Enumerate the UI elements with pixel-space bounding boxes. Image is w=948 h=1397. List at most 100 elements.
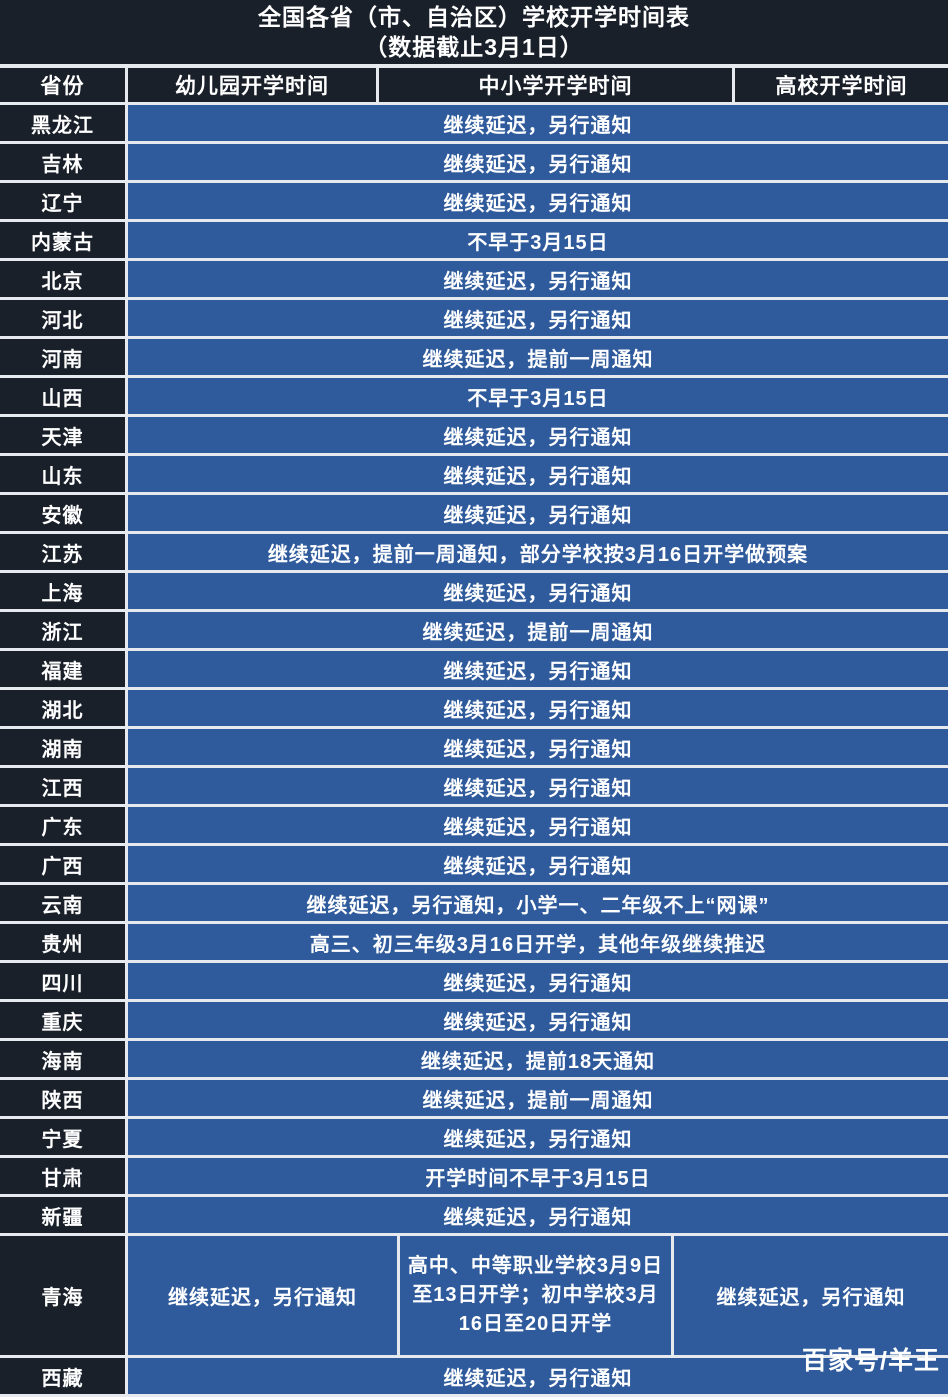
schedule-cell: 继续延迟，另行通知 xyxy=(128,651,948,687)
province-cell: 甘肃 xyxy=(0,1158,128,1194)
province-cell: 山西 xyxy=(0,378,128,414)
table-row: 安徽 继续延迟，另行通知 xyxy=(0,495,948,534)
table-row: 广西 继续延迟，另行通知 xyxy=(0,846,948,885)
province-cell: 广西 xyxy=(0,846,128,882)
province-cell: 西藏 xyxy=(0,1358,128,1394)
province-cell: 陕西 xyxy=(0,1080,128,1116)
schedule-cell: 继续延迟，另行通知 xyxy=(128,1119,948,1155)
province-cell: 云南 xyxy=(0,885,128,921)
table-row: 河北 继续延迟，另行通知 xyxy=(0,300,948,339)
table-row: 浙江 继续延迟，提前一周通知 xyxy=(0,612,948,651)
schedule-cell: 继续延迟，另行通知 xyxy=(128,846,948,882)
schedule-cell: 继续延迟，提前一周通知 xyxy=(128,1080,948,1116)
table-row: 江苏 继续延迟，提前一周通知，部分学校按3月16日开学做预案 xyxy=(0,534,948,573)
table-row: 北京 继续延迟，另行通知 xyxy=(0,261,948,300)
schedule-cell: 继续延迟，另行通知 xyxy=(128,963,948,999)
province-cell: 江苏 xyxy=(0,534,128,570)
province-cell: 浙江 xyxy=(0,612,128,648)
table-row: 重庆 继续延迟，另行通知 xyxy=(0,1002,948,1041)
header-kindergarten: 幼儿园开学时间 xyxy=(128,68,379,102)
table-row: 山东 继续延迟，另行通知 xyxy=(0,456,948,495)
table-row: 上海 继续延迟，另行通知 xyxy=(0,573,948,612)
province-cell: 上海 xyxy=(0,573,128,609)
province-cell: 河南 xyxy=(0,339,128,375)
schedule-cell: 继续延迟，另行通知 xyxy=(128,495,948,531)
schedule-cell: 不早于3月15日 xyxy=(128,378,948,414)
table-row: 新疆 继续延迟，另行通知 xyxy=(0,1197,948,1236)
table-row: 四川 继续延迟，另行通知 xyxy=(0,963,948,1002)
province-cell: 贵州 xyxy=(0,924,128,960)
table-row: 黑龙江 继续延迟，另行通知 xyxy=(0,105,948,144)
schedule-cell: 继续延迟，另行通知 xyxy=(128,690,948,726)
table-row: 宁夏 继续延迟，另行通知 xyxy=(0,1119,948,1158)
province-cell: 内蒙古 xyxy=(0,222,128,258)
table-row: 吉林 继续延迟，另行通知 xyxy=(0,144,948,183)
table-row: 贵州 高三、初三年级3月16日开学，其他年级继续推迟 xyxy=(0,924,948,963)
province-cell: 海南 xyxy=(0,1041,128,1077)
table-row: 青海 继续延迟，另行通知 高中、中等职业学校3月9日至13日开学；初中学校3月16日… xyxy=(0,1236,948,1358)
province-cell: 河北 xyxy=(0,300,128,336)
province-cell: 福建 xyxy=(0,651,128,687)
table-row: 广东 继续延迟，另行通知 xyxy=(0,807,948,846)
schedule-cell: 继续延迟，提前18天通知 xyxy=(128,1041,948,1077)
schedule-cell: 继续延迟，另行通知，小学一、二年级不上“网课” xyxy=(128,885,948,921)
college-schedule-cell: 继续延迟，另行通知 xyxy=(674,1236,948,1355)
schedule-cell: 开学时间不早于3月15日 xyxy=(128,1158,948,1194)
province-cell: 广东 xyxy=(0,807,128,843)
province-cell: 山东 xyxy=(0,456,128,492)
province-cell: 吉林 xyxy=(0,144,128,180)
table-title: 全国各省（市、自治区）学校开学时间表 （数据截止3月1日） xyxy=(0,0,948,64)
table-row: 云南 继续延迟，另行通知，小学一、二年级不上“网课” xyxy=(0,885,948,924)
table-row: 海南 继续延迟，提前18天通知 xyxy=(0,1041,948,1080)
schedule-cell: 继续延迟，另行通知 xyxy=(128,456,948,492)
table-row: 山西 不早于3月15日 xyxy=(0,378,948,417)
schedule-cell: 继续延迟，另行通知 xyxy=(128,1002,948,1038)
province-cell: 安徽 xyxy=(0,495,128,531)
schedule-cell: 继续延迟，另行通知 xyxy=(128,807,948,843)
table-row: 辽宁 继续延迟，另行通知 xyxy=(0,183,948,222)
province-cell: 宁夏 xyxy=(0,1119,128,1155)
table-row: 河南 继续延迟，提前一周通知 xyxy=(0,339,948,378)
watermark: 百家号/羊王 xyxy=(802,1347,940,1375)
table-row: 湖北 继续延迟，另行通知 xyxy=(0,690,948,729)
province-cell: 黑龙江 xyxy=(0,105,128,141)
schedule-cell: 继续延迟，提前一周通知 xyxy=(128,612,948,648)
schedule-cell: 继续延迟，另行通知 xyxy=(128,768,948,804)
schedule-cell: 不早于3月15日 xyxy=(128,222,948,258)
table-row: 天津 继续延迟，另行通知 xyxy=(0,417,948,456)
schedule-cell: 继续延迟，另行通知 xyxy=(128,183,948,219)
schedule-cell: 继续延迟，另行通知 xyxy=(128,144,948,180)
province-cell: 江西 xyxy=(0,768,128,804)
table-row: 甘肃 开学时间不早于3月15日 xyxy=(0,1158,948,1197)
schedule-cell: 继续延迟，另行通知 xyxy=(128,1358,948,1394)
province-cell: 湖北 xyxy=(0,690,128,726)
schedule-cell: 继续延迟，另行通知 xyxy=(128,105,948,141)
province-cell: 四川 xyxy=(0,963,128,999)
table-body: 黑龙江 继续延迟，另行通知 吉林 继续延迟，另行通知 辽宁 继续延迟，另行通知 内蒙古 不早于… xyxy=(0,105,948,1397)
schedule-cell: 继续延迟，另行通知 xyxy=(128,1197,948,1233)
table-row: 福建 继续延迟，另行通知 xyxy=(0,651,948,690)
schedule-cell: 继续延迟，提前一周通知 xyxy=(128,339,948,375)
table-row: 江西 继续延迟，另行通知 xyxy=(0,768,948,807)
title-line2: （数据截止3月1日） xyxy=(364,33,584,60)
province-cell: 辽宁 xyxy=(0,183,128,219)
kindergarten-schedule-cell: 继续延迟，另行通知 xyxy=(128,1236,400,1355)
province-cell: 湖南 xyxy=(0,729,128,765)
schedule-cell: 继续延迟，另行通知 xyxy=(128,417,948,453)
table-row: 西藏 继续延迟，另行通知 xyxy=(0,1358,948,1397)
schedule-cell: 继续延迟，提前一周通知，部分学校按3月16日开学做预案 xyxy=(128,534,948,570)
province-cell: 天津 xyxy=(0,417,128,453)
table-row: 内蒙古 不早于3月15日 xyxy=(0,222,948,261)
province-cell: 新疆 xyxy=(0,1197,128,1233)
schedule-cell: 继续延迟，另行通知 xyxy=(128,729,948,765)
header-college: 高校开学时间 xyxy=(775,75,908,98)
title-divider xyxy=(0,64,948,68)
table-row: 陕西 继续延迟，提前一周通知 xyxy=(0,1080,948,1119)
header-province: 省份 xyxy=(0,68,128,102)
table-row: 湖南 继续延迟，另行通知 xyxy=(0,729,948,768)
schedule-cell: 继续延迟，另行通知 xyxy=(128,300,948,336)
province-cell: 青海 xyxy=(0,1236,128,1355)
province-cell: 北京 xyxy=(0,261,128,297)
schedule-cell: 继续延迟，另行通知 xyxy=(128,573,948,609)
